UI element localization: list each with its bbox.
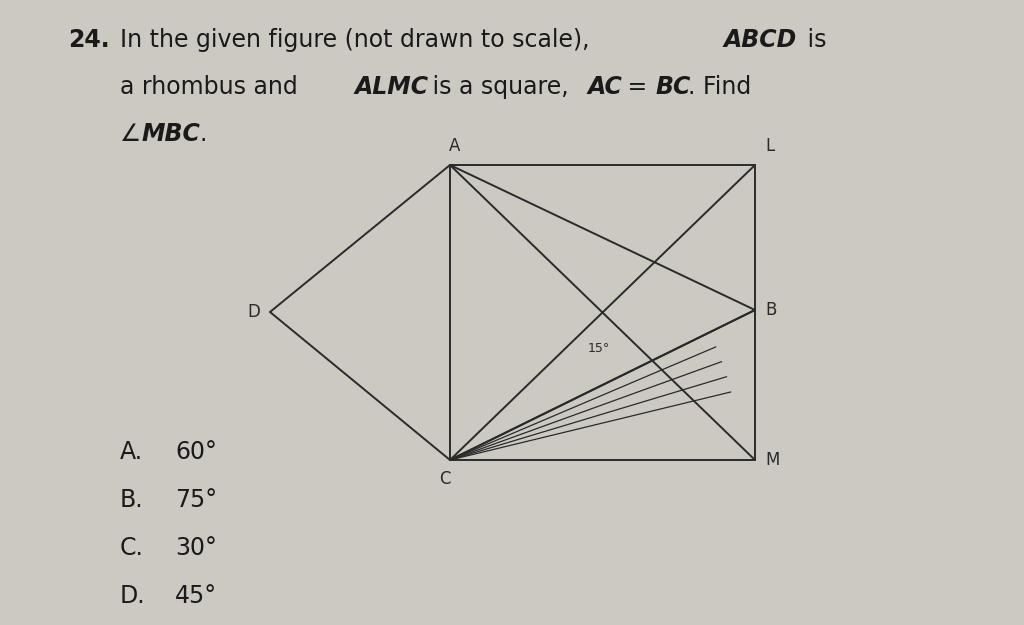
Text: =: = <box>620 75 654 99</box>
Text: . Find: . Find <box>688 75 752 99</box>
Text: .: . <box>200 122 208 146</box>
Text: L: L <box>765 137 774 155</box>
Text: A: A <box>450 137 461 155</box>
Text: In the given figure (not drawn to scale),: In the given figure (not drawn to scale)… <box>120 28 597 52</box>
Text: 75°: 75° <box>175 488 217 512</box>
Text: a rhombus and: a rhombus and <box>120 75 305 99</box>
Text: ALMC: ALMC <box>355 75 429 99</box>
Text: 60°: 60° <box>175 440 217 464</box>
Text: C.: C. <box>120 536 144 560</box>
Text: D.: D. <box>120 584 145 608</box>
Text: ∠: ∠ <box>120 122 141 146</box>
Text: BC: BC <box>655 75 690 99</box>
Text: B.: B. <box>120 488 143 512</box>
Text: C: C <box>439 470 451 488</box>
Text: A.: A. <box>120 440 143 464</box>
Text: D: D <box>247 303 260 321</box>
Text: 24.: 24. <box>68 28 110 52</box>
Text: 45°: 45° <box>175 584 217 608</box>
Text: M: M <box>765 451 779 469</box>
Text: MBC: MBC <box>142 122 201 146</box>
Text: AC: AC <box>588 75 623 99</box>
Text: 15°: 15° <box>588 342 609 355</box>
Text: ABCD: ABCD <box>724 28 798 52</box>
Text: is: is <box>800 28 826 52</box>
Text: B: B <box>765 301 776 319</box>
Text: 30°: 30° <box>175 536 217 560</box>
Text: is a square,: is a square, <box>425 75 577 99</box>
